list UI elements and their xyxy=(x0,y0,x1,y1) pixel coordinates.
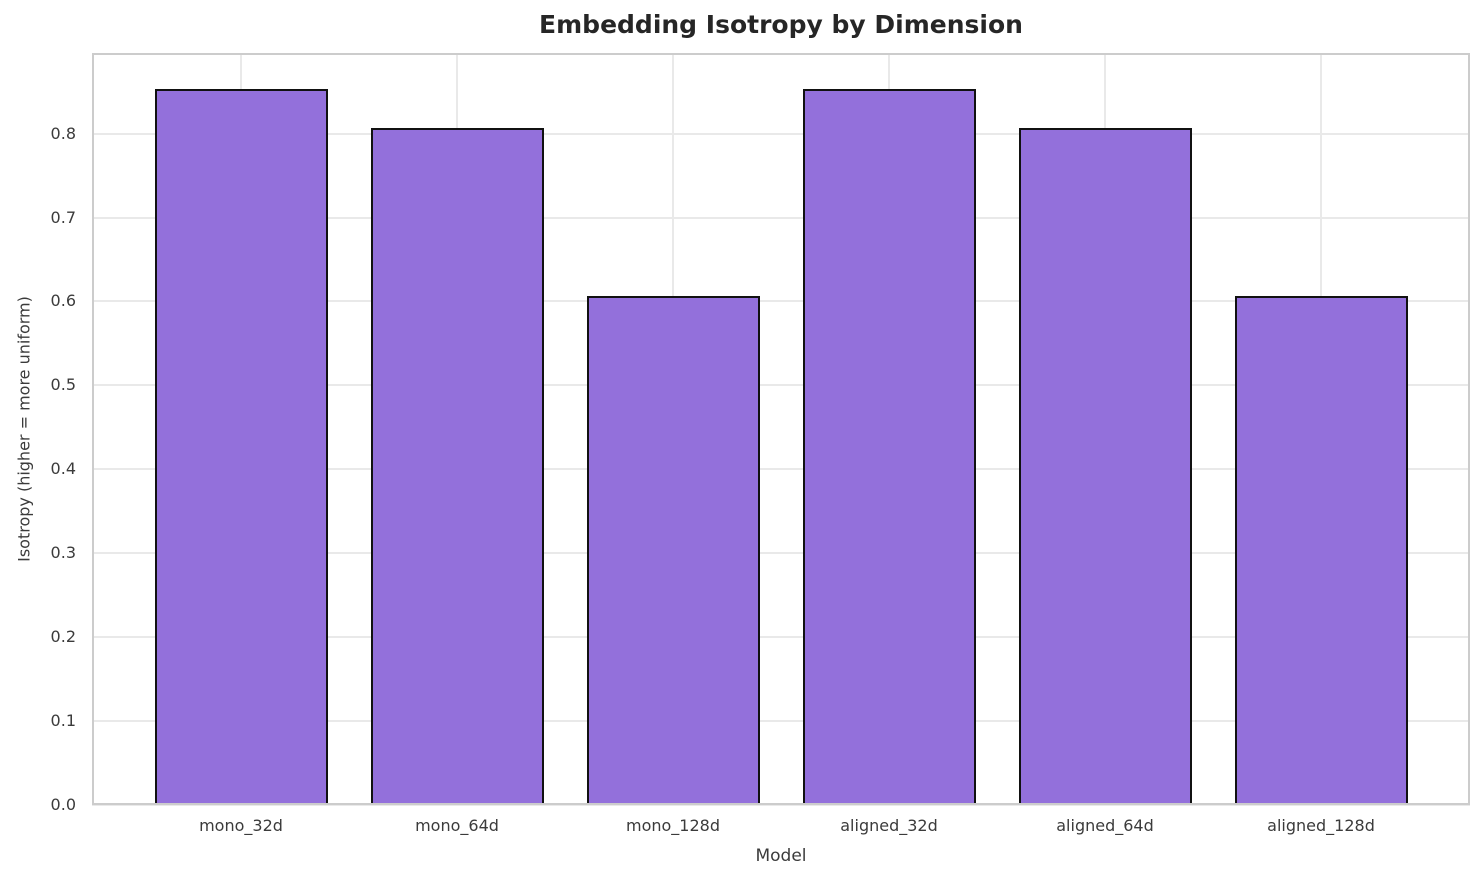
y-tick-label: 0.3 xyxy=(50,543,76,563)
x-tick-label: mono_32d xyxy=(199,816,283,835)
x-axis-ticks: mono_32d mono_64d mono_128d aligned_32d alig… xyxy=(92,816,1470,840)
y-tick-label: 0.4 xyxy=(50,459,76,479)
y-axis-ticks: 0.0 0.1 0.2 0.3 0.4 0.5 0.6 0.7 0.8 xyxy=(0,53,76,812)
y-tick-label: 0.1 xyxy=(50,711,76,731)
x-tick-label: aligned_32d xyxy=(840,816,938,835)
h-gridline xyxy=(92,216,1470,219)
bar-aligned_128d xyxy=(1234,295,1408,805)
y-tick-label: 0.0 xyxy=(50,795,76,814)
y-tick-label: 0.8 xyxy=(50,123,76,143)
h-gridline xyxy=(92,636,1470,639)
x-tick-label: mono_128d xyxy=(626,816,720,835)
h-gridline xyxy=(92,720,1470,723)
h-gridline xyxy=(92,132,1470,135)
h-gridline xyxy=(92,552,1470,555)
y-tick-label: 0.2 xyxy=(50,627,76,647)
x-tick-label: aligned_128d xyxy=(1267,816,1375,835)
h-gridline xyxy=(92,804,1470,806)
bar-mono_128d xyxy=(586,295,760,805)
bar-mono_32d xyxy=(154,89,328,805)
y-tick-label: 0.5 xyxy=(50,375,76,395)
y-tick-label: 0.7 xyxy=(50,207,76,227)
h-gridline xyxy=(92,384,1470,387)
h-gridline xyxy=(92,468,1470,471)
bar-aligned_64d xyxy=(1018,127,1192,805)
h-gridline xyxy=(92,300,1470,303)
x-tick-label: mono_64d xyxy=(415,816,499,835)
y-tick-label: 0.6 xyxy=(50,291,76,311)
bar-mono_64d xyxy=(370,127,544,805)
bar-aligned_32d xyxy=(802,89,976,805)
plot-area xyxy=(92,53,1470,806)
x-axis-label: Model xyxy=(755,846,807,866)
chart-title: Embedding Isotropy by Dimension xyxy=(539,10,1023,39)
x-tick-label: aligned_64d xyxy=(1056,816,1154,835)
